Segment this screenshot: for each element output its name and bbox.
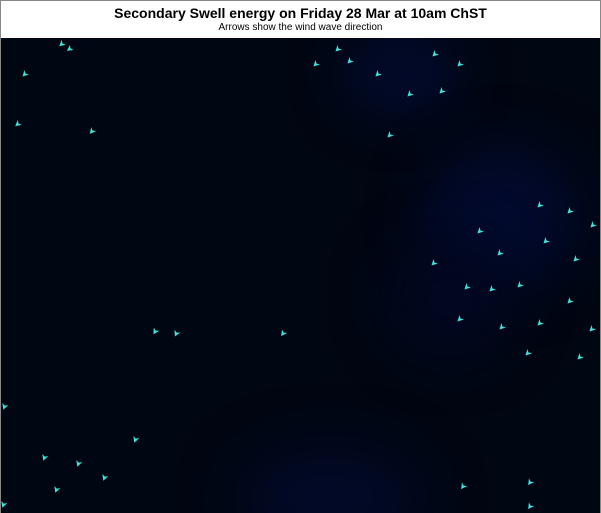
wind-arrow-icon [383,126,400,143]
energy-patch [341,38,461,118]
wind-arrow-icon [1,397,13,412]
wind-arrow-icon [169,324,185,340]
chart-header: Secondary Swell energy on Friday 28 Mar … [1,1,600,38]
wind-arrow-icon [523,497,540,513]
wind-arrow-icon [569,250,586,267]
wind-arrow-icon [573,348,590,365]
wind-arrow-icon [71,454,86,469]
chart-title: Secondary Swell energy on Friday 28 Mar … [1,5,600,21]
wind-arrow-icon [18,65,35,82]
wind-arrow-icon [456,477,473,494]
wind-arrow-icon [63,40,80,57]
wind-arrow-icon [37,448,52,463]
energy-patch [386,238,516,358]
wind-arrow-icon [533,314,550,331]
wind-arrow-icon [586,216,600,233]
wind-arrow-icon [309,55,326,72]
swell-map [1,38,600,513]
wind-arrow-icon [128,430,143,445]
wind-arrow-icon [55,38,72,51]
wind-arrow-icon [585,320,600,337]
wind-arrow-icon [148,322,164,338]
wind-arrow-icon [85,122,102,139]
wind-arrow-icon [97,468,112,483]
wind-arrow-icon [331,40,348,57]
wind-arrow-icon [563,292,580,309]
wind-arrow-icon [11,115,28,132]
chart-subtitle: Arrows show the wind wave direction [1,22,600,33]
wind-arrow-icon [1,495,12,510]
wind-arrow-icon [276,324,293,341]
energy-patch [241,453,421,513]
wind-arrow-icon [521,344,538,361]
wind-arrow-icon [49,480,64,495]
wind-arrow-icon [523,473,540,490]
